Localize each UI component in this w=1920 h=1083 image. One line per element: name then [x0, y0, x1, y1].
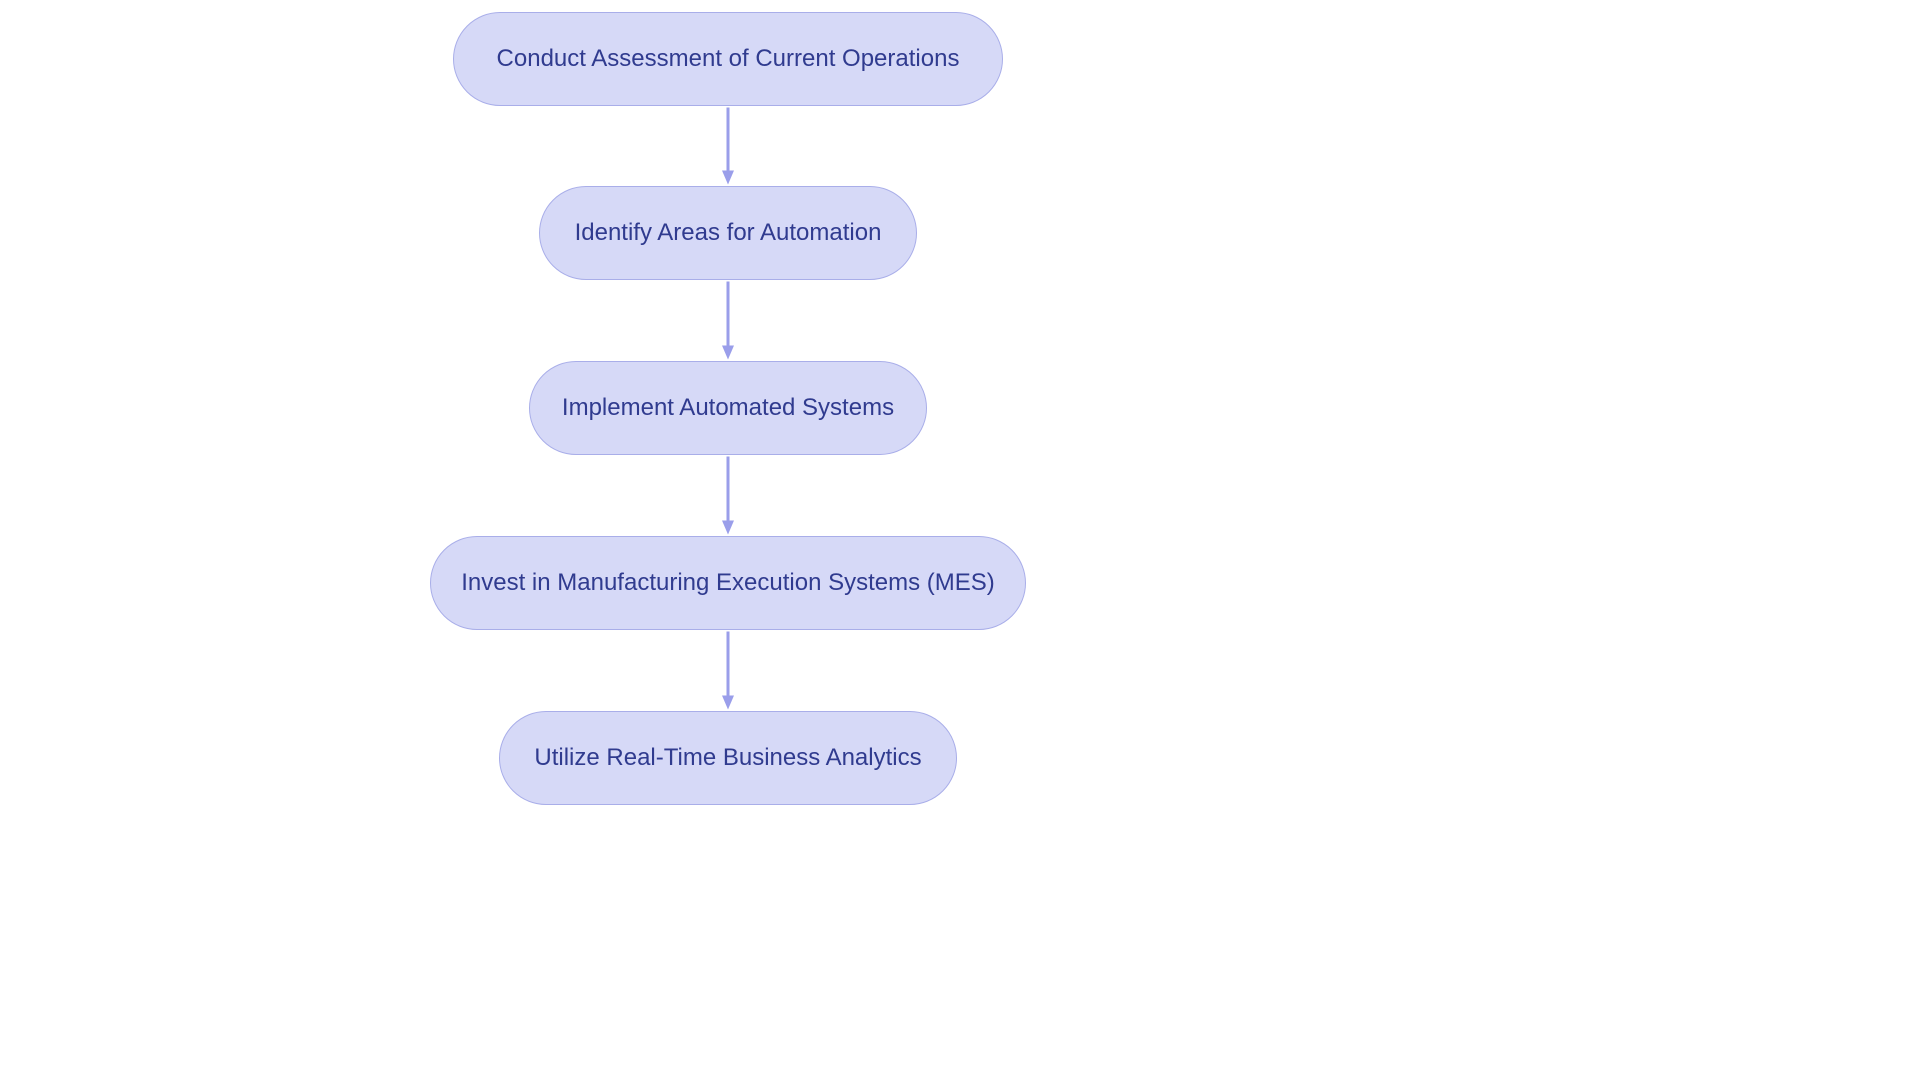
arrowhead-icon: [722, 171, 734, 185]
flowchart-node-label: Utilize Real-Time Business Analytics: [534, 744, 921, 772]
flowchart-node: Identify Areas for Automation: [539, 186, 917, 280]
flowchart-node-label: Identify Areas for Automation: [575, 219, 882, 247]
flowchart-node: Invest in Manufacturing Execution System…: [430, 536, 1026, 630]
arrowhead-icon: [722, 346, 734, 360]
flowchart-node-label: Conduct Assessment of Current Operations: [497, 45, 960, 73]
flowchart-node-label: Implement Automated Systems: [562, 394, 894, 422]
arrowhead-icon: [722, 696, 734, 710]
flowchart-node: Utilize Real-Time Business Analytics: [499, 711, 957, 805]
flowchart-node: Conduct Assessment of Current Operations: [453, 12, 1003, 106]
arrowhead-icon: [722, 521, 734, 535]
flowchart-node: Implement Automated Systems: [529, 361, 927, 455]
flowchart-node-label: Invest in Manufacturing Execution System…: [461, 569, 995, 597]
